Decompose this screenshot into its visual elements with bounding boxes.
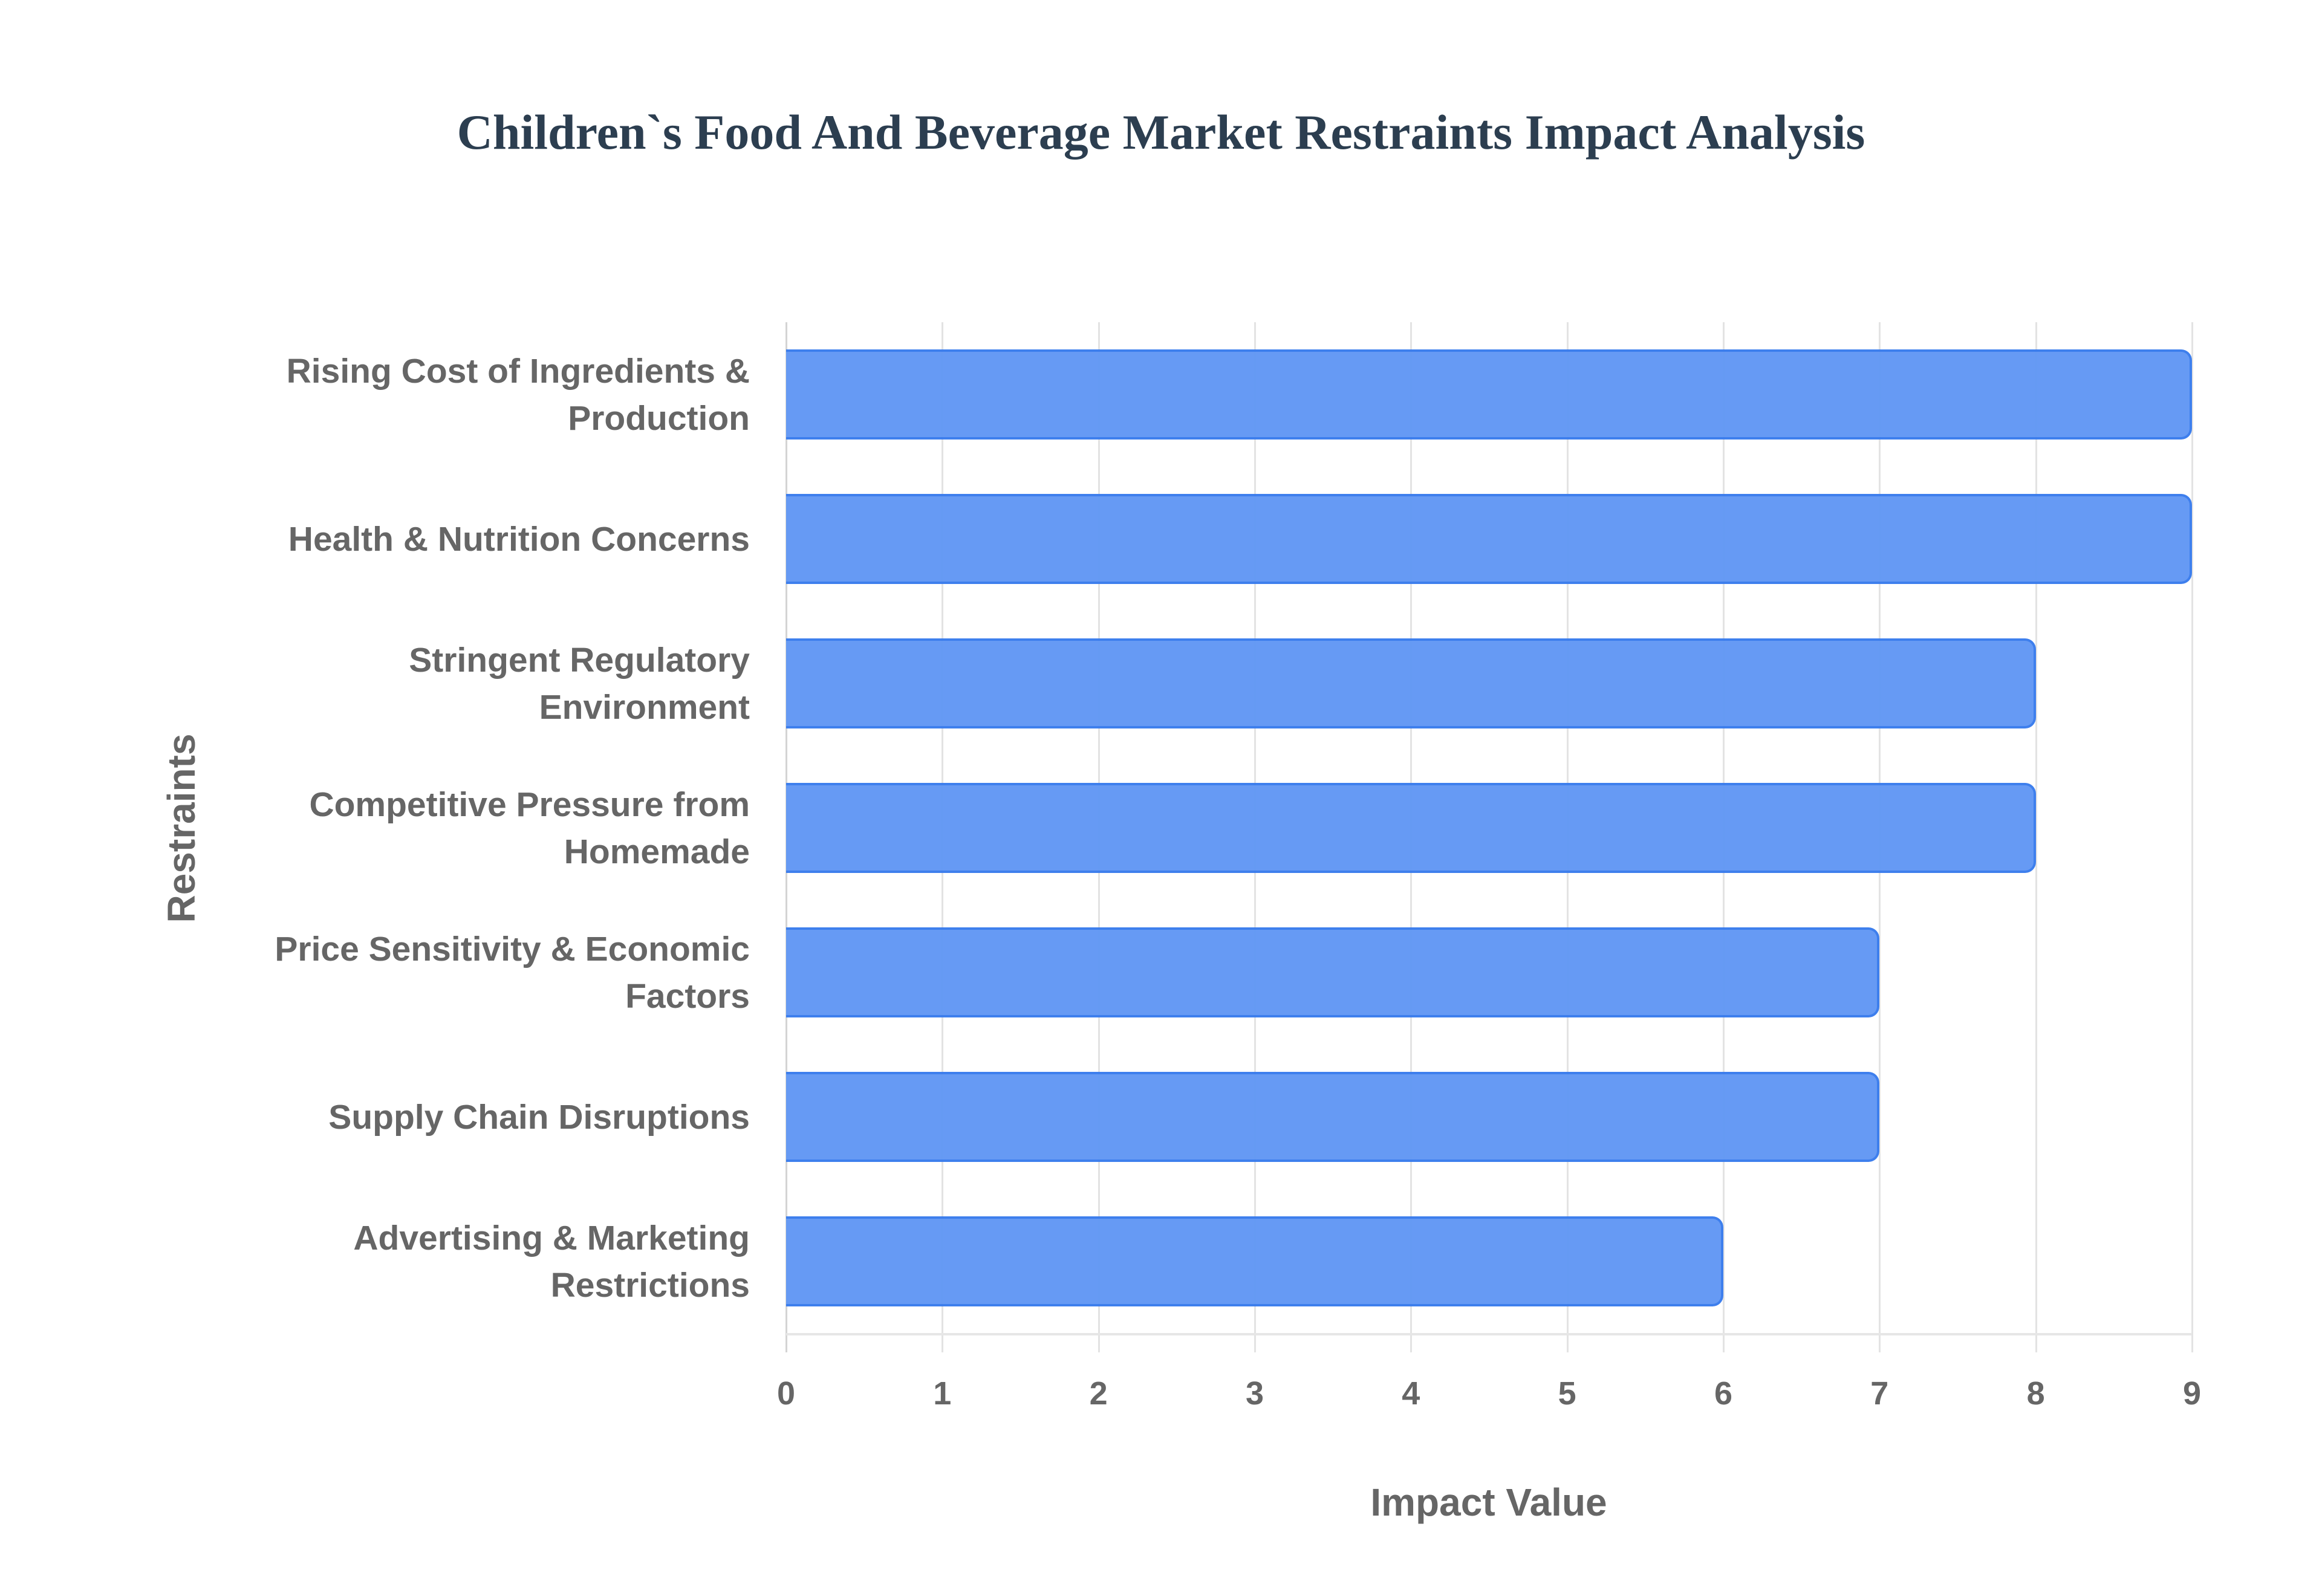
category-label-line: Stringent Regulatory — [409, 640, 750, 680]
bar[interactable] — [786, 349, 2192, 440]
bar[interactable] — [786, 1072, 1880, 1162]
category-label-line: Competitive Pressure from — [309, 785, 750, 824]
category-label-line: Restrictions — [550, 1265, 750, 1305]
x-tick-label: 5 — [1558, 1375, 1576, 1412]
x-tick-label: 0 — [776, 1375, 796, 1412]
x-tick-label: 4 — [1402, 1375, 1420, 1412]
category-label: Health & Nutrition Concerns — [206, 516, 750, 563]
bar[interactable] — [786, 783, 2036, 873]
category-label-line: Factors — [625, 976, 750, 1016]
category-label: Advertising & Marketing Restrictions — [206, 1215, 750, 1309]
bar[interactable] — [786, 638, 2036, 728]
bar[interactable] — [786, 494, 2192, 584]
category-label: Price Sensitivity & Economic Factors — [206, 926, 750, 1020]
category-label-line: Rising Cost of Ingredients & — [286, 351, 750, 391]
category-label-line: Production — [568, 398, 750, 438]
chart-title: Children`s Food And Beverage Market Rest… — [457, 105, 1865, 160]
category-label: Supply Chain Disruptions — [206, 1094, 750, 1141]
x-tick-label: 2 — [1089, 1375, 1108, 1412]
x-tick-label: 8 — [2026, 1375, 2045, 1412]
category-label: Rising Cost of Ingredients & Production — [206, 348, 750, 442]
category-label: Competitive Pressure from Homemade — [206, 781, 750, 875]
x-tick-label: 1 — [933, 1375, 952, 1412]
bar[interactable] — [786, 1216, 1723, 1306]
x-tick-label: 6 — [1714, 1375, 1733, 1412]
category-label-line: Homemade — [564, 832, 750, 871]
x-tick-label: 9 — [2182, 1375, 2202, 1412]
category-label-line: Supply Chain Disruptions — [328, 1097, 750, 1137]
x-axis-line — [786, 1333, 2192, 1335]
category-label: Stringent Regulatory Environment — [206, 637, 750, 731]
gridline — [2191, 322, 2193, 1352]
gridline — [2035, 322, 2037, 1352]
category-label-line: Advertising & Marketing — [353, 1218, 750, 1257]
bar[interactable] — [786, 927, 1880, 1017]
category-label-line: Price Sensitivity & Economic — [275, 929, 750, 968]
y-axis-title: Restraints — [160, 733, 203, 923]
category-label-line: Environment — [539, 687, 750, 727]
x-axis-title: Impact Value — [1370, 1481, 1607, 1524]
category-label-line: Health & Nutrition Concerns — [288, 519, 750, 559]
x-tick-label: 3 — [1245, 1375, 1264, 1412]
x-tick-label: 7 — [1870, 1375, 1889, 1412]
